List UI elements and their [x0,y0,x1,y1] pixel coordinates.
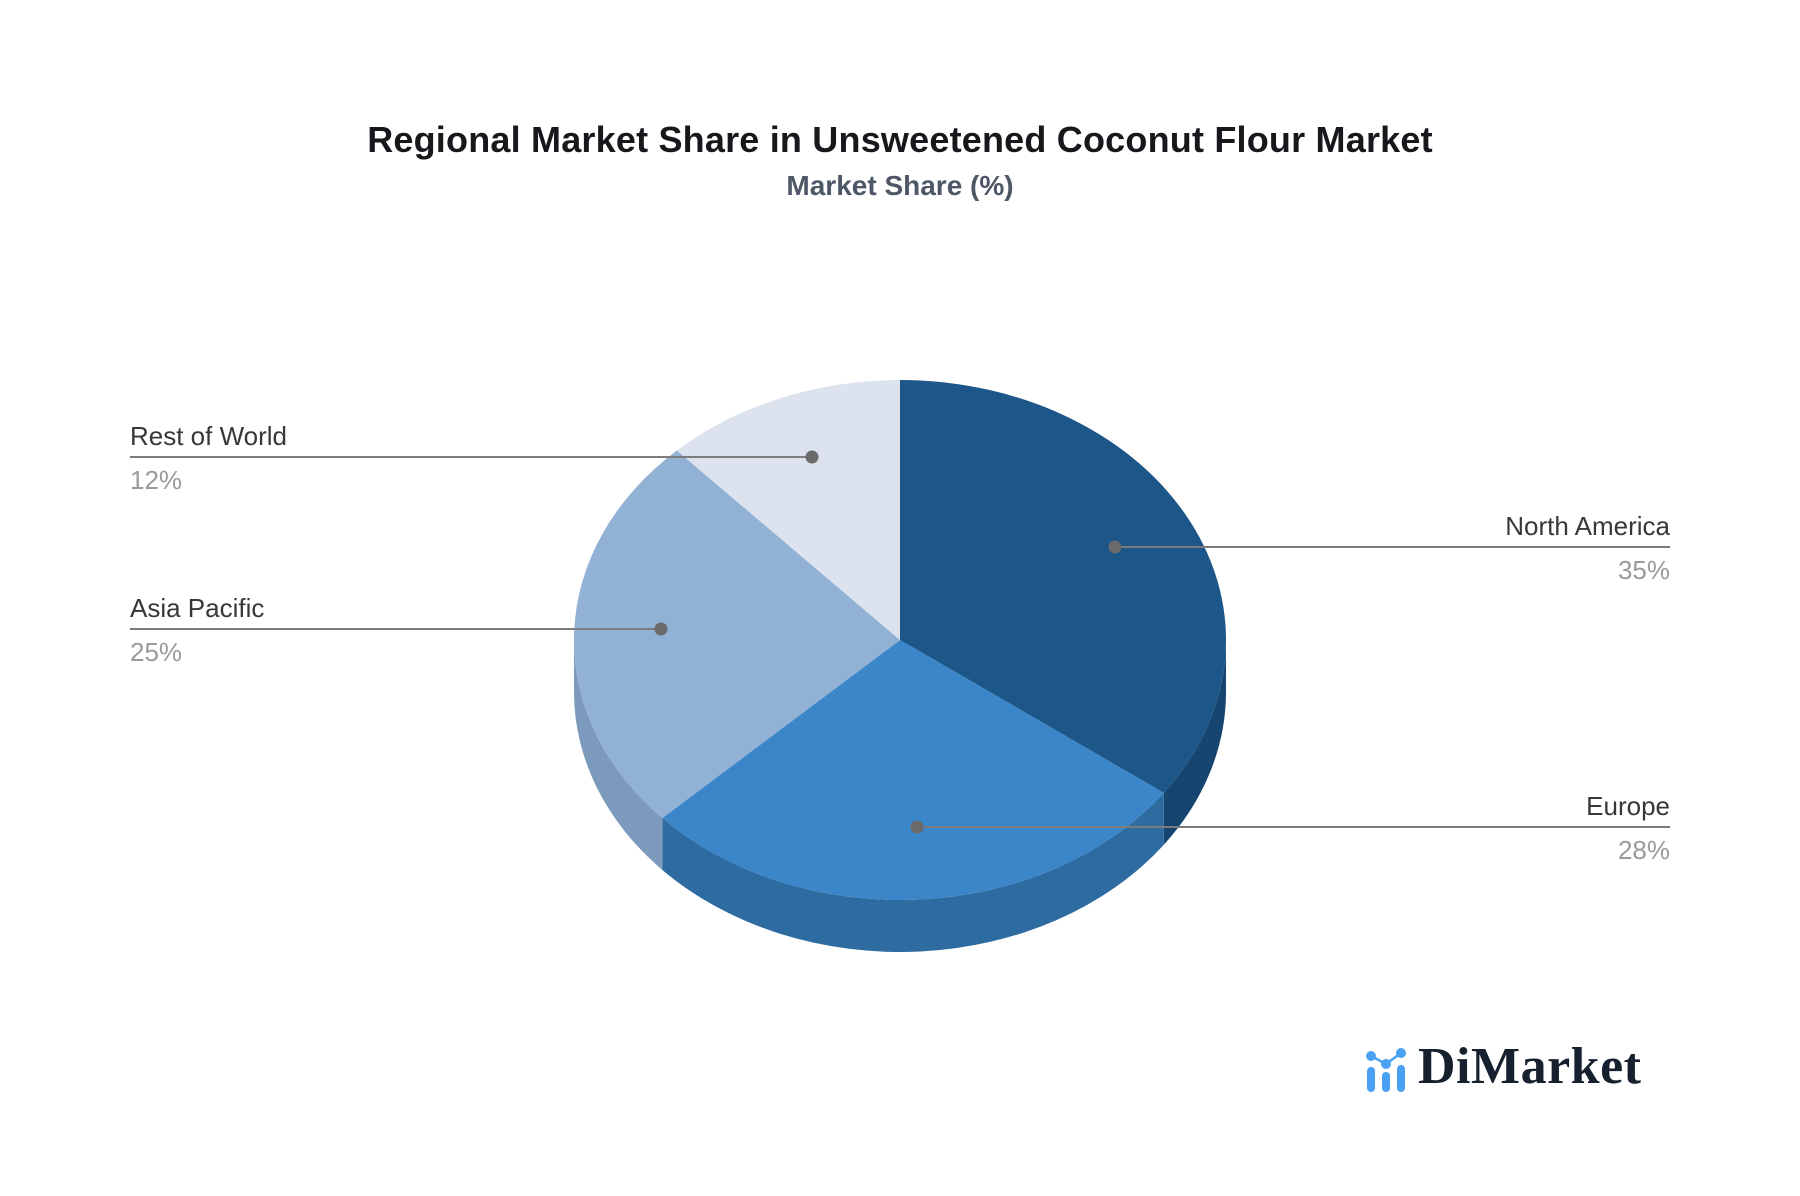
callout-value-rest-of-world: 12% [130,465,183,496]
callout-text: Asia Pacific [130,593,265,623]
leader-dot-europe [910,820,924,834]
callout-label-rest-of-world: Rest of World [130,421,288,452]
callout-percent: 25% [130,637,183,667]
chart-title: Regional Market Share in Unsweetened Coc… [367,119,1433,160]
callout-text: Europe [1586,791,1670,821]
dimarket-logo: DiMarket [1366,1036,1641,1094]
callout-text: Rest of World [130,421,288,451]
leader-dot-north-america [1108,540,1122,554]
callout-value-asia-pacific: 25% [130,637,183,668]
callout-label-asia-pacific: Asia Pacific [130,593,265,624]
callout-value-north-america: 35% [1617,555,1670,586]
callout-percent: 12% [130,465,183,495]
pie-slice-side-asia-pacific [574,640,663,870]
callout-label-north-america: North America [1505,511,1670,542]
leader-dot-rest-of-world [805,450,819,464]
callout-value-europe: 28% [1617,835,1670,866]
pie-slice-north-america [900,380,1226,793]
callout-percent: 28% [1617,835,1670,865]
pie-slice-europe [662,640,1164,900]
bar-line-chart-icon [1366,1048,1406,1092]
callout-text: North America [1505,511,1670,541]
pie-slice-side-north-america [1163,640,1226,845]
callout-percent: 35% [1617,555,1670,585]
leader-dot-asia-pacific [654,622,668,636]
pie-slice-asia-pacific [574,450,900,818]
callout-label-europe: Europe [1586,791,1670,822]
pie-slice-side-europe [662,792,1164,953]
chart-subtitle: Market Share (%) [786,170,1014,201]
logo-wordmark: DiMarket [1418,1038,1642,1095]
pie-slice-rest-of-world [676,380,900,640]
